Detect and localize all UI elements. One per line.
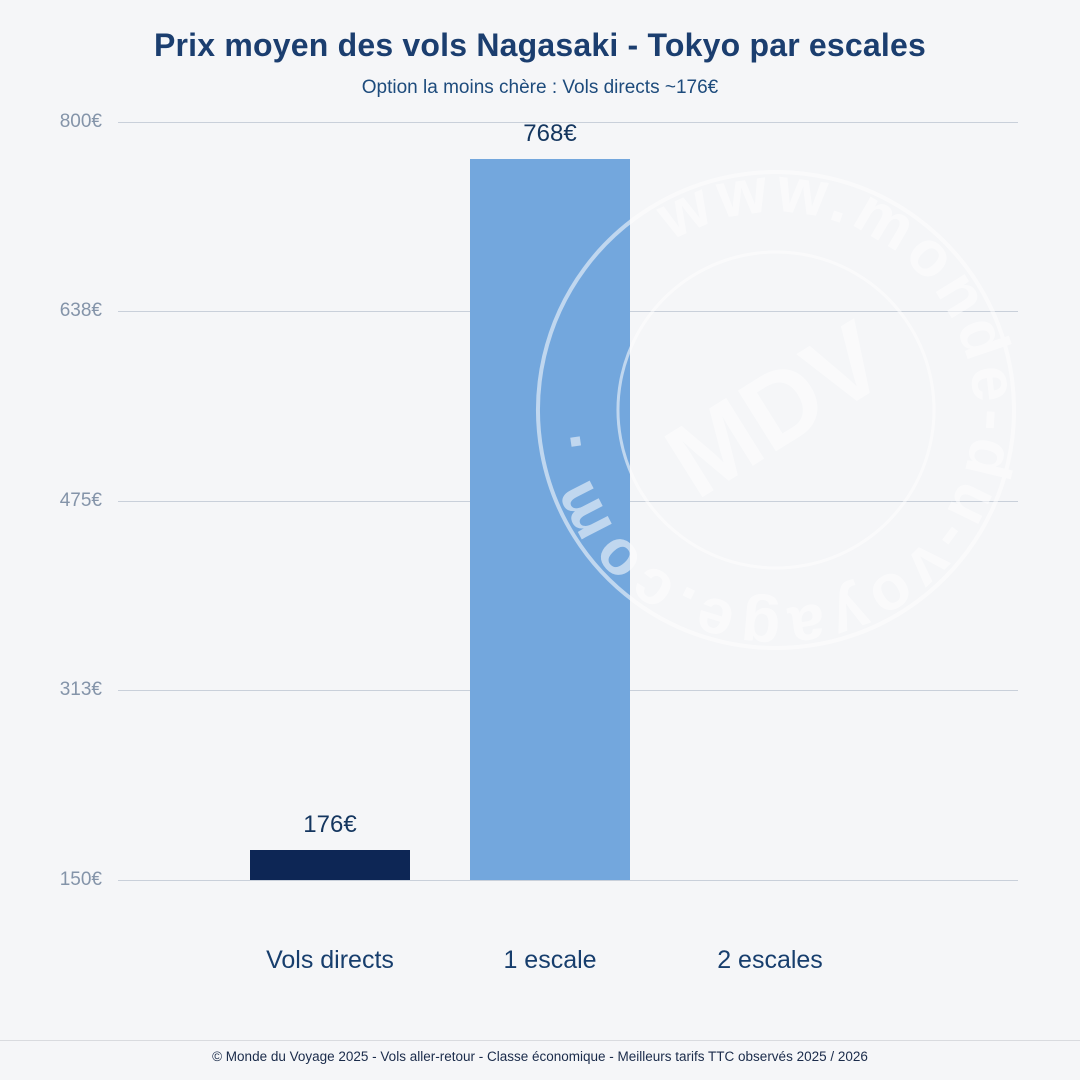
x-axis-label-vols-directs: Vols directs: [266, 946, 394, 974]
y-axis-tick-label: 150€: [59, 869, 102, 890]
gridline: [118, 880, 1018, 881]
x-axis-label-2-escales: 2 escales: [717, 946, 823, 974]
y-axis-tick-label: 475€: [59, 490, 102, 511]
gridline: [118, 122, 1018, 123]
watermark-center-text: MDV: [647, 300, 904, 521]
bar-1-escale: [470, 159, 630, 880]
y-axis-tick-label: 313€: [59, 678, 102, 700]
bar-value-label: 768€: [523, 120, 577, 148]
x-axis-label-1-escale: 1 escale: [503, 946, 597, 974]
plot-area: www.monde-du-voyage.com . MDV 150€ 313€ 47…: [60, 111, 1036, 890]
chart-subtitle: Option la moins chère : Vols directs ~17…: [361, 77, 719, 98]
y-axis-tick-label: 638€: [59, 299, 102, 321]
footer-divider: [0, 1040, 1080, 1041]
x-axis-labels: Vols directs 1 escale 2 escales: [118, 946, 1018, 986]
bar-vols-directs: [250, 849, 410, 880]
bar-value-label: 176€: [303, 810, 357, 838]
y-axis-tick-label: 800€: [59, 111, 102, 132]
footer-caption: © Monde du Voyage 2025 - Vols aller-reto…: [212, 1049, 868, 1064]
chart-title: Prix moyen des vols Nagasaki - Tokyo par…: [153, 27, 927, 63]
